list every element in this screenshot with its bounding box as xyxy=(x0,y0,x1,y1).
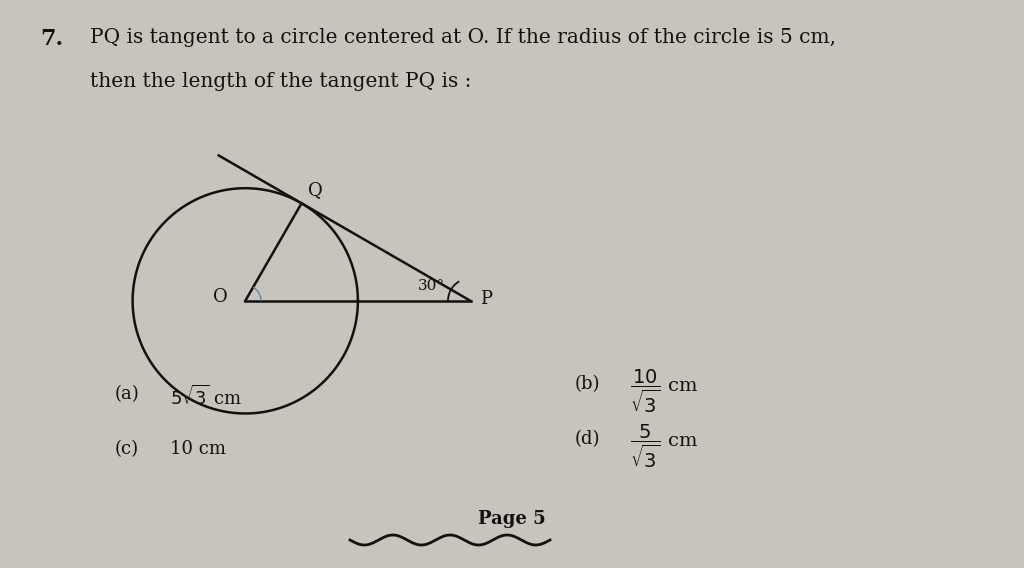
Text: then the length of the tangent PQ is :: then the length of the tangent PQ is : xyxy=(90,72,471,91)
Text: (c): (c) xyxy=(115,440,139,458)
Text: $\dfrac{5}{\sqrt{3}}$ cm: $\dfrac{5}{\sqrt{3}}$ cm xyxy=(630,423,698,470)
Text: Page 5: Page 5 xyxy=(478,510,546,528)
Text: O: O xyxy=(213,289,228,307)
Text: (d): (d) xyxy=(575,430,600,448)
Text: P: P xyxy=(480,290,493,308)
Text: Q: Q xyxy=(307,181,323,199)
Text: $5\sqrt{3}$ cm: $5\sqrt{3}$ cm xyxy=(170,385,243,409)
Text: (a): (a) xyxy=(115,385,139,403)
Text: (b): (b) xyxy=(575,375,600,393)
Text: PQ is tangent to a circle centered at O. If the radius of the circle is 5 cm,: PQ is tangent to a circle centered at O.… xyxy=(90,28,836,47)
Text: 7.: 7. xyxy=(40,28,63,50)
Text: 10 cm: 10 cm xyxy=(170,440,226,458)
Text: 30°: 30° xyxy=(418,279,444,293)
Text: $\dfrac{10}{\sqrt{3}}$ cm: $\dfrac{10}{\sqrt{3}}$ cm xyxy=(630,368,698,415)
